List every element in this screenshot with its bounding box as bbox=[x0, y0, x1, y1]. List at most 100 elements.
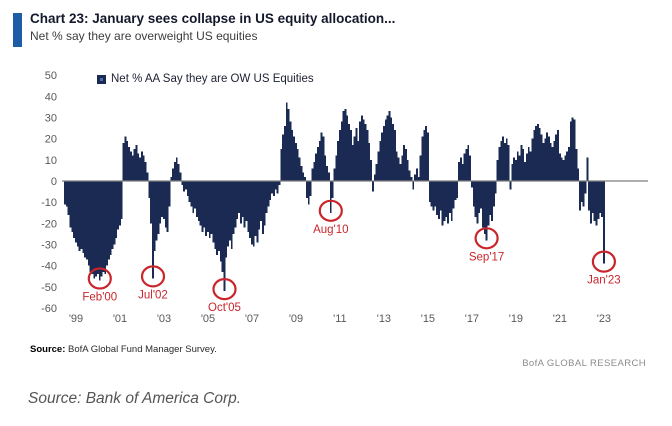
y-tick-label: -40 bbox=[41, 261, 57, 273]
bar bbox=[593, 181, 596, 222]
bar bbox=[221, 181, 224, 273]
bar bbox=[485, 181, 488, 241]
bar bbox=[487, 181, 490, 226]
bar bbox=[261, 181, 264, 234]
y-tick-label: -50 bbox=[41, 282, 57, 294]
bar bbox=[569, 121, 572, 181]
bar bbox=[480, 181, 482, 209]
bar bbox=[373, 174, 376, 181]
x-tick-label: '17 bbox=[465, 313, 479, 325]
bar bbox=[71, 181, 74, 232]
bars-group bbox=[64, 102, 605, 292]
bar bbox=[102, 181, 105, 273]
image-caption: Source: Bank of America Corp. bbox=[28, 390, 242, 407]
bar bbox=[117, 181, 120, 230]
bar bbox=[65, 181, 68, 207]
bar bbox=[536, 123, 539, 181]
bar bbox=[243, 181, 246, 228]
bar bbox=[137, 153, 140, 181]
bar bbox=[311, 168, 314, 181]
bar bbox=[98, 181, 101, 281]
bar bbox=[602, 181, 605, 264]
bar bbox=[399, 164, 402, 181]
bar bbox=[151, 181, 154, 279]
bar bbox=[340, 121, 343, 181]
bar bbox=[210, 181, 213, 234]
bar bbox=[298, 157, 301, 181]
bar bbox=[107, 181, 110, 260]
bar bbox=[476, 181, 479, 224]
bar bbox=[223, 181, 226, 292]
bar bbox=[496, 159, 499, 181]
bar bbox=[206, 181, 209, 232]
annotation-circle bbox=[474, 227, 499, 250]
bar bbox=[524, 161, 526, 181]
bar bbox=[425, 125, 427, 181]
bar bbox=[437, 181, 440, 220]
annotation-label: Sep'17 bbox=[469, 251, 504, 263]
bar bbox=[415, 168, 418, 181]
bar bbox=[560, 157, 563, 181]
bar bbox=[381, 132, 384, 181]
bar bbox=[404, 149, 407, 181]
brand-text: BofA GLOBAL RESEARCH bbox=[522, 358, 646, 369]
bar bbox=[274, 181, 277, 190]
bar bbox=[161, 181, 164, 218]
bar bbox=[502, 136, 504, 181]
bar bbox=[118, 181, 121, 226]
annotation-label: Feb'00 bbox=[82, 292, 117, 304]
bar bbox=[549, 142, 552, 181]
bar bbox=[272, 181, 275, 196]
bar bbox=[542, 142, 545, 181]
bar bbox=[157, 181, 160, 234]
bar bbox=[588, 181, 591, 211]
bar bbox=[324, 155, 327, 181]
bar bbox=[355, 128, 358, 181]
bar bbox=[289, 121, 292, 181]
bar bbox=[401, 155, 404, 181]
bar bbox=[172, 168, 175, 181]
bar bbox=[304, 176, 307, 181]
bar bbox=[327, 172, 330, 181]
bar bbox=[265, 181, 268, 213]
bar bbox=[503, 142, 506, 181]
bar bbox=[421, 136, 424, 181]
bar bbox=[527, 147, 530, 181]
bar bbox=[547, 136, 550, 181]
bar bbox=[595, 181, 598, 226]
source-label: Source: bbox=[30, 344, 66, 355]
bar bbox=[531, 138, 534, 181]
y-tick-label: -60 bbox=[41, 303, 57, 315]
bar bbox=[159, 181, 162, 224]
bar bbox=[353, 136, 356, 181]
bar bbox=[260, 181, 263, 222]
bar bbox=[535, 125, 537, 181]
bar bbox=[228, 181, 231, 241]
bar bbox=[166, 181, 169, 232]
bar bbox=[291, 130, 294, 181]
bar bbox=[500, 140, 503, 181]
bar bbox=[73, 181, 76, 239]
bar bbox=[232, 181, 235, 234]
bar bbox=[69, 181, 72, 228]
bar bbox=[241, 181, 244, 218]
bar bbox=[513, 157, 515, 181]
bar bbox=[82, 181, 85, 254]
bar bbox=[505, 138, 508, 181]
bar bbox=[359, 121, 362, 181]
bar bbox=[489, 181, 492, 215]
y-tick-label: 40 bbox=[45, 91, 57, 103]
bar bbox=[511, 164, 514, 181]
bar bbox=[300, 166, 303, 181]
legend-marker-inner-dot bbox=[100, 77, 103, 81]
bar bbox=[203, 181, 206, 228]
bar bbox=[315, 153, 318, 181]
bar bbox=[483, 181, 486, 234]
bar bbox=[432, 181, 435, 211]
bar bbox=[109, 181, 112, 256]
bar bbox=[430, 181, 433, 207]
bar bbox=[263, 181, 266, 226]
bar bbox=[379, 140, 382, 181]
bar bbox=[124, 136, 127, 181]
